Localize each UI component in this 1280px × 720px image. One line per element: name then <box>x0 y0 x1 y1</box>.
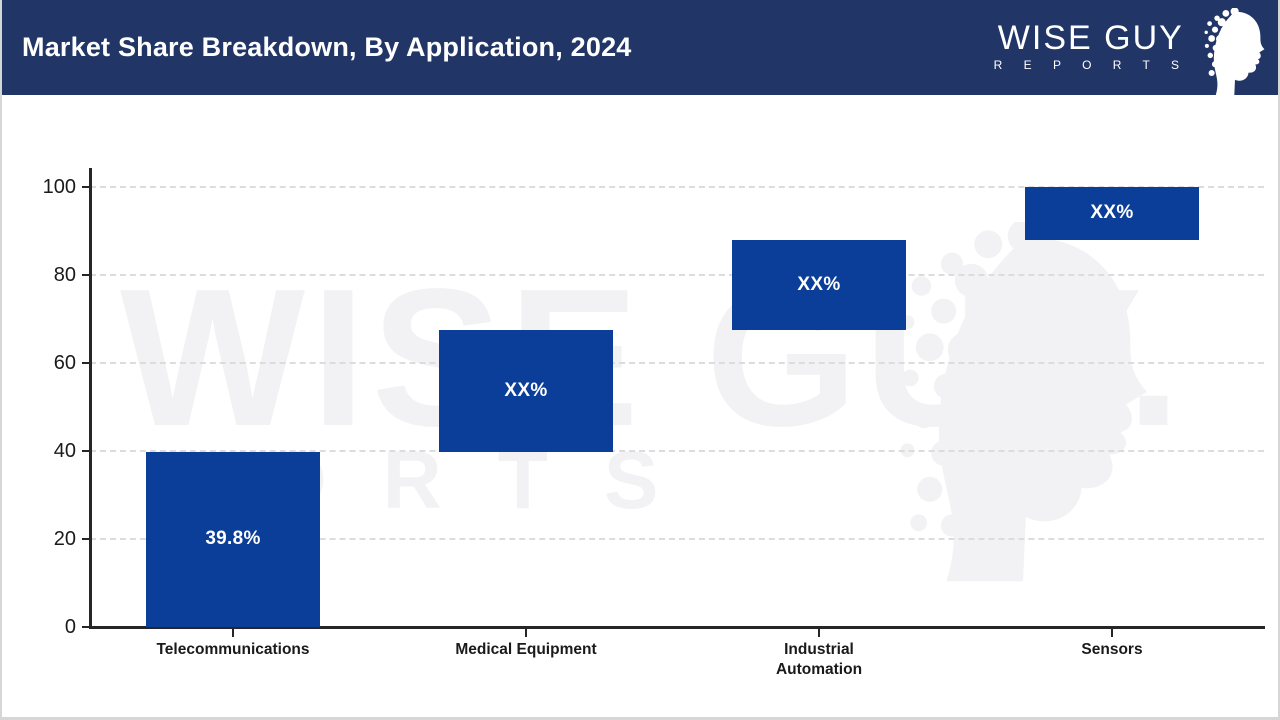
y-tick-mark <box>82 186 90 188</box>
bar-value-label: 39.8% <box>205 528 261 550</box>
gridline <box>90 362 1264 364</box>
head-watermark-icon <box>900 222 1147 582</box>
head-logo-icon <box>1204 8 1265 96</box>
bar-medical-equipment: XX% <box>439 330 613 452</box>
gridline <box>90 450 1264 452</box>
y-tick-label: 80 <box>53 264 76 286</box>
x-axis-spine <box>89 626 1265 629</box>
x-tick-label: Sensors <box>1081 641 1143 658</box>
bar-telecommunications: 39.8% <box>146 451 320 627</box>
y-tick-label: 0 <box>64 616 76 638</box>
y-axis-spine <box>89 168 92 628</box>
y-tick-mark <box>82 626 90 628</box>
brand-logo-text: WISE GUY R E P O R T S <box>994 20 1188 72</box>
x-tick-mark <box>818 629 820 637</box>
x-tick-mark <box>1111 629 1113 637</box>
brand-logo-wordmark: WISE GUY <box>997 19 1184 57</box>
y-tick-label: 60 <box>53 352 76 374</box>
gridline <box>90 538 1264 540</box>
header-bar: Market Share Breakdown, By Application, … <box>2 0 1278 96</box>
gridline <box>90 274 1264 276</box>
x-tick-mark <box>525 629 527 637</box>
bar-sensors: XX% <box>1025 187 1199 240</box>
page-title: Market Share Breakdown, By Application, … <box>22 32 632 62</box>
bar-value-label: XX% <box>504 379 548 401</box>
brand-logo: WISE GUY R E P O R T S <box>994 6 1272 96</box>
y-tick-label: 100 <box>42 176 76 198</box>
x-tick-mark <box>232 629 234 637</box>
y-tick-mark <box>82 538 90 540</box>
y-tick-mark <box>82 274 90 276</box>
y-tick-mark <box>82 450 90 452</box>
bar-industrial-automation: XX% <box>732 239 906 330</box>
x-tick-label: Industrial Automation <box>775 641 863 678</box>
gridline <box>90 186 1264 188</box>
x-tick-label: Medical Equipment <box>455 641 597 658</box>
x-tick-label: Telecommunications <box>156 641 310 658</box>
bar-value-label: XX% <box>1090 202 1134 224</box>
bar-value-label: XX% <box>797 273 841 295</box>
y-tick-mark <box>82 362 90 364</box>
y-tick-label: 40 <box>53 440 76 462</box>
brand-logo-subtext: R E P O R T S <box>993 58 1188 72</box>
y-tick-label: 20 <box>53 528 76 550</box>
